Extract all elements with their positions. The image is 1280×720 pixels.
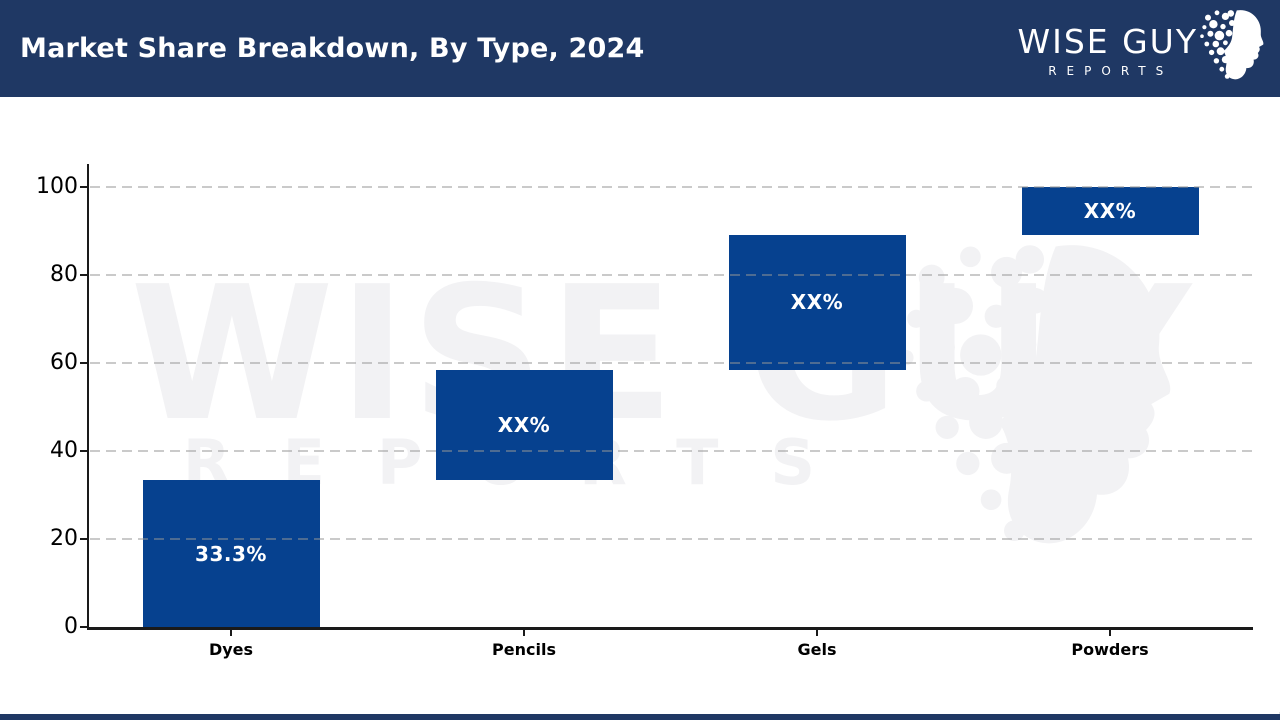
bar-value-label: 33.3% — [195, 541, 267, 566]
y-tick-label: 80 — [50, 262, 78, 287]
bar-value-label: XX% — [497, 413, 551, 438]
bar-value-label: XX% — [1083, 198, 1137, 223]
y-tick — [80, 362, 87, 364]
x-tick — [1109, 630, 1111, 636]
logo-text: WISE GUY REPORTS — [1017, 22, 1198, 78]
y-tick-label: 40 — [50, 438, 78, 463]
bar-gels: XX% — [728, 234, 906, 371]
bar-value-label: XX% — [790, 290, 844, 315]
x-axis-spine — [87, 627, 1253, 630]
gridline-100 — [90, 186, 1253, 188]
y-tick-label: 60 — [50, 350, 78, 375]
bar-powders: XX% — [1021, 187, 1199, 235]
x-tick — [816, 630, 818, 636]
y-tick-label: 20 — [50, 526, 78, 551]
page-title: Market Share Breakdown, By Type, 2024 — [20, 33, 645, 64]
wise-guy-logo: WISE GUY REPORTS — [1017, 6, 1268, 92]
x-tick — [523, 630, 525, 636]
footer-accent-bar — [0, 714, 1280, 720]
x-category-label: Pencils — [492, 640, 556, 659]
x-category-label: Dyes — [208, 640, 254, 659]
chart-area: WISE GUY REPORTS 33.3%DyesXX%PencilsXX%G… — [0, 97, 1280, 712]
y-tick — [80, 626, 87, 628]
y-tick — [80, 186, 87, 188]
y-tick — [80, 274, 87, 276]
logo-subtitle: REPORTS — [1048, 64, 1174, 78]
gridline-40 — [90, 450, 1253, 452]
logo-wordmark: WISE GUY — [1017, 22, 1198, 61]
y-tick — [80, 538, 87, 540]
x-tick — [230, 630, 232, 636]
gridline-60 — [90, 362, 1253, 364]
x-category-label: Powders — [1071, 640, 1149, 659]
y-axis-spine — [87, 164, 89, 629]
y-tick — [80, 450, 87, 452]
bar-dyes: 33.3% — [142, 480, 320, 627]
x-category-label: Gels — [797, 640, 837, 659]
watermark-face-icon — [898, 245, 1171, 544]
gridline-20 — [90, 538, 1253, 540]
gridline-80 — [90, 274, 1253, 276]
y-tick-label: 0 — [64, 614, 78, 639]
y-tick-label: 100 — [36, 174, 78, 199]
header-bar: Market Share Breakdown, By Type, 2024 WI… — [0, 0, 1280, 97]
face-profile-icon — [1200, 10, 1264, 80]
bar-pencils: XX% — [435, 370, 613, 481]
